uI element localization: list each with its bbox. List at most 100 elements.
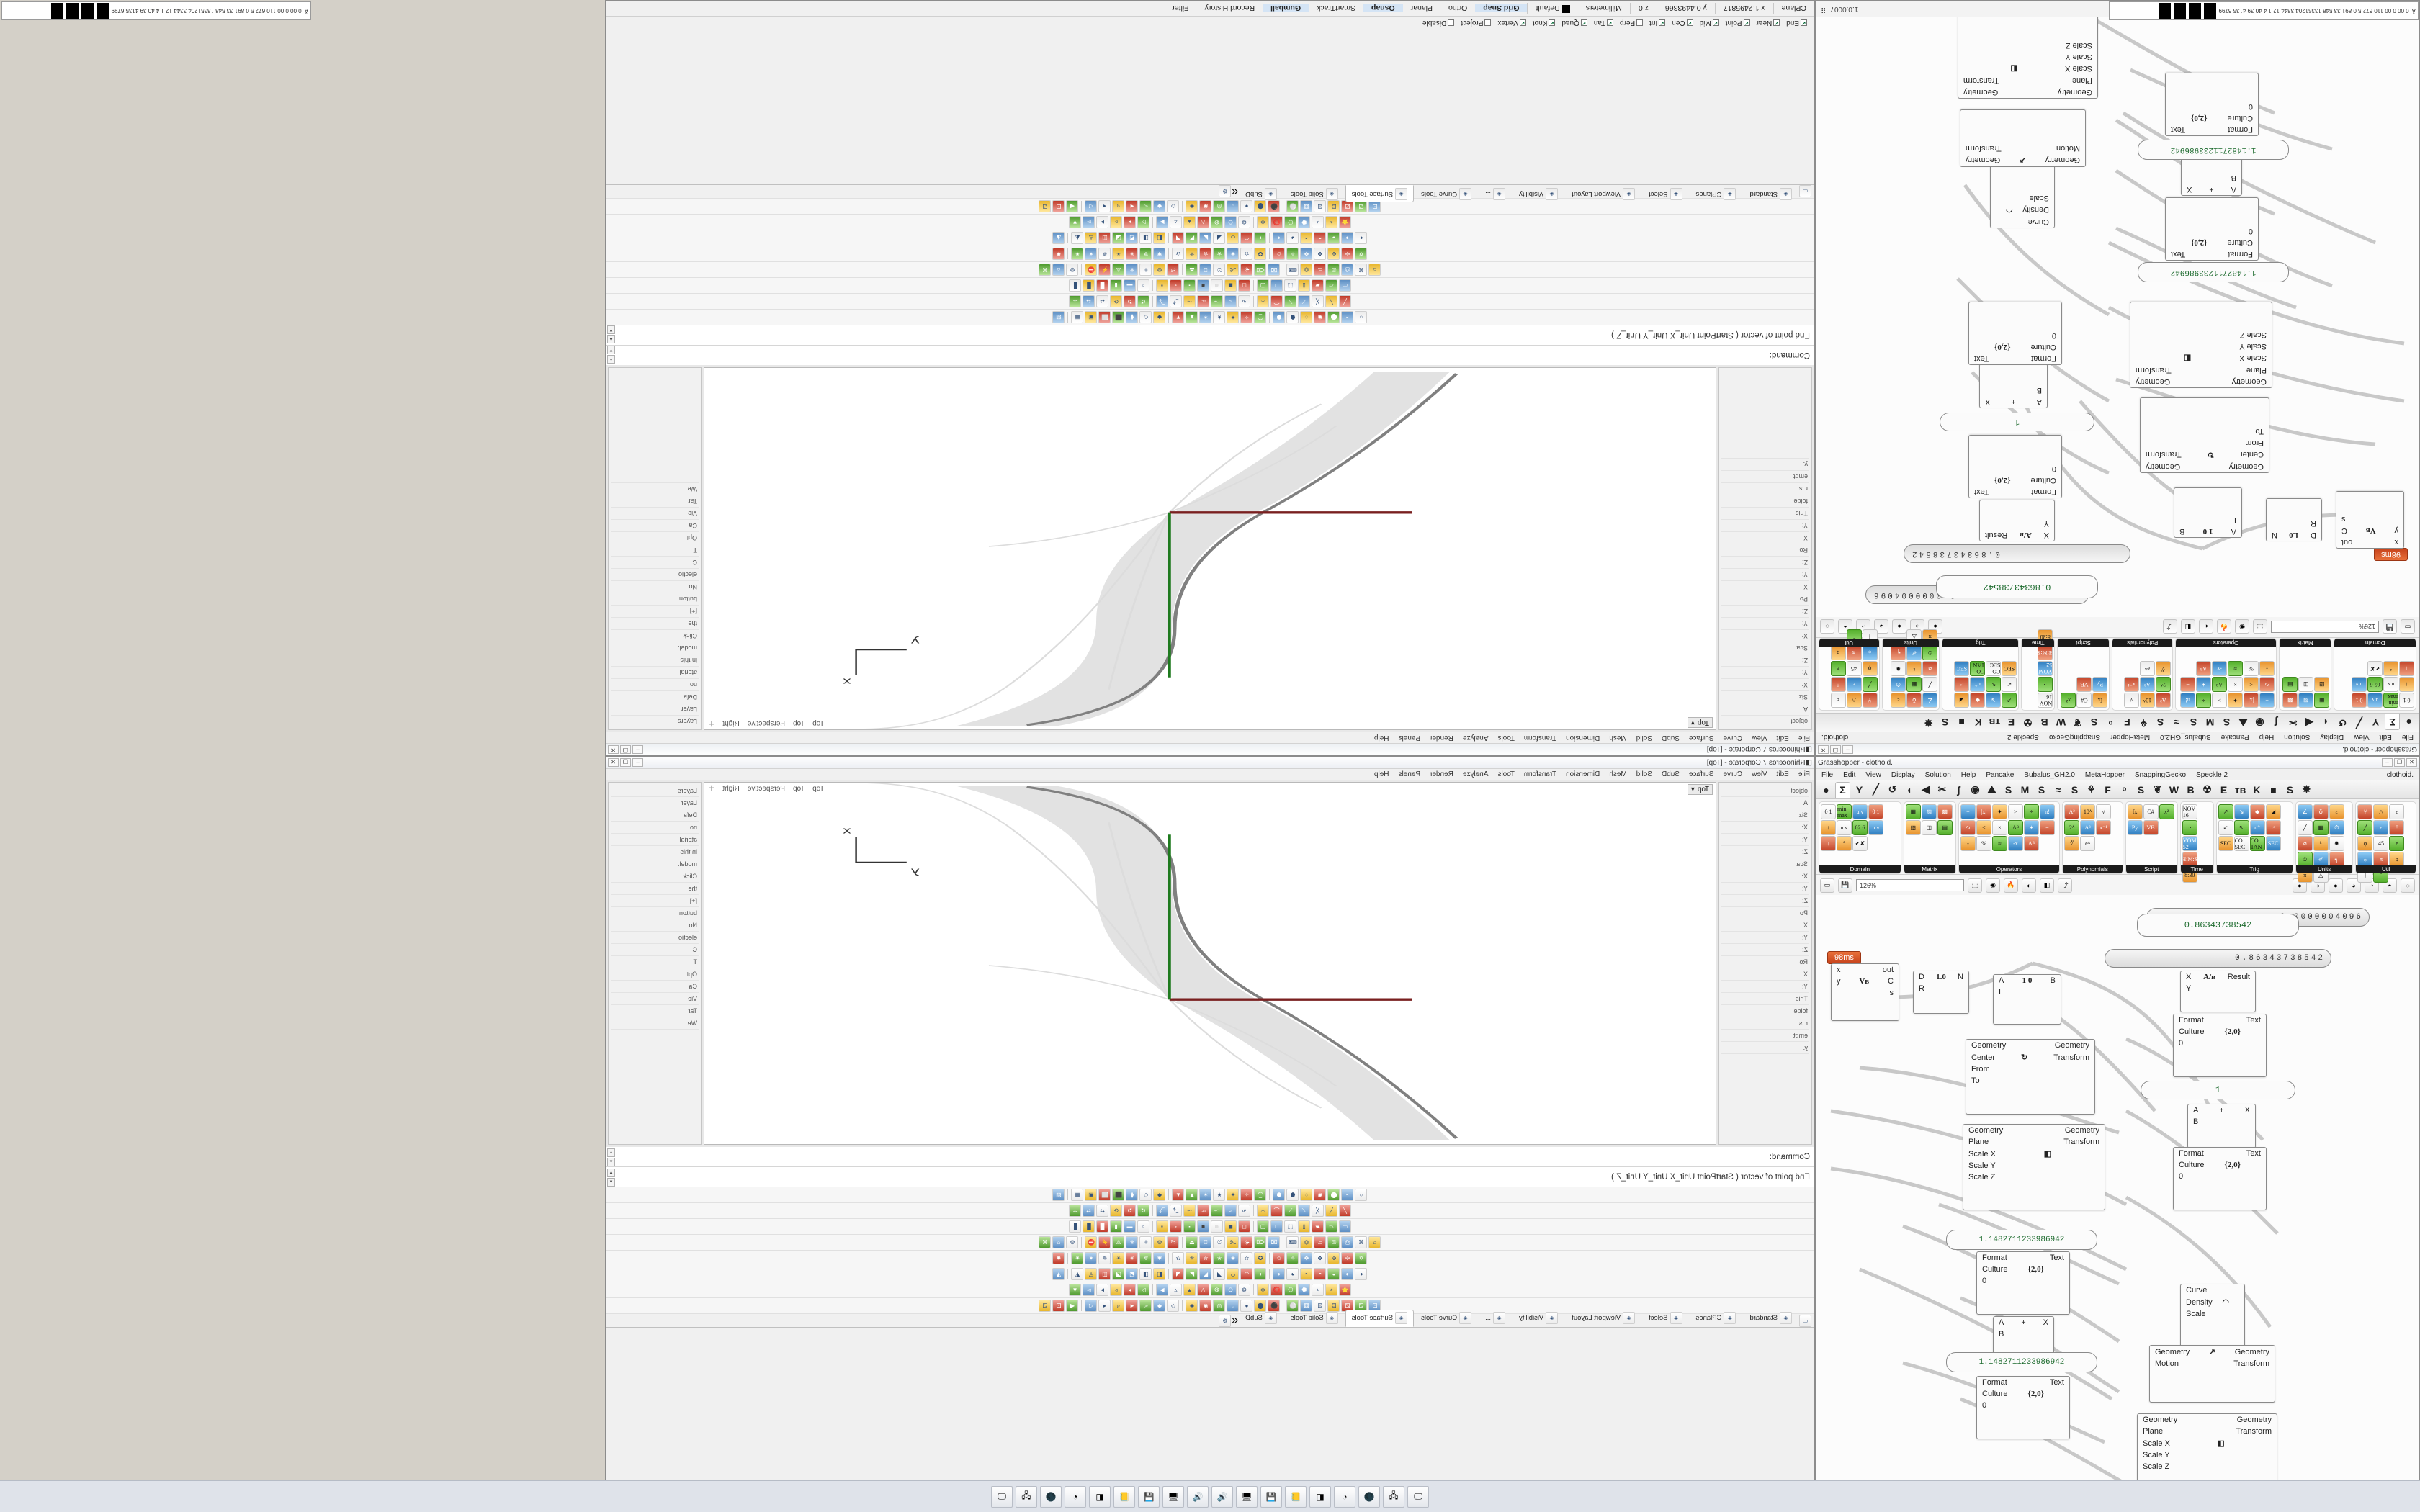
taskbar-speaker-icon-9[interactable]: 🔊	[1211, 1485, 1233, 1508]
toolbar-icon-1-8[interactable]: ≈	[1224, 1205, 1237, 1217]
toolbar-icon-7-23[interactable]: ⚁	[1039, 200, 1052, 212]
toolbar-icon-5-12[interactable]: ◤	[1186, 1268, 1198, 1280]
gh-zoom-level[interactable]: 126%	[1856, 879, 1964, 891]
rhino-tab-subd[interactable]: ◈ SubD	[1239, 185, 1283, 202]
gh-component-operators-13[interactable]: %	[1976, 836, 1991, 851]
gh-component-domain-2[interactable]: u v	[1852, 804, 1868, 819]
gh-param-out[interactable]: Transform	[2063, 1138, 2099, 1146]
toolbar-icon-3-2[interactable]: ⎙	[1341, 1236, 1354, 1248]
toolbar-icon-5-21[interactable]: ◮	[1052, 232, 1065, 244]
toolbar-icon-2-19[interactable]: ▊	[1069, 279, 1081, 292]
rhino-menubar[interactable]: File Edit View Curve Surface SubD Solid Mesh Dim…	[606, 769, 1814, 780]
rhino-menu-subd[interactable]: SubD	[1661, 734, 1680, 742]
gh-component-domain-5[interactable]: u v	[2383, 677, 2398, 692]
gh-param-in[interactable]: 0	[2248, 102, 2253, 111]
gh-component-util-3[interactable]: ╱	[1862, 677, 1878, 692]
osnap-disable[interactable]: Disable	[1422, 19, 1455, 27]
toolbar-icon-6-7[interactable]: ⭗	[1238, 1284, 1250, 1296]
toolbar-icon-5-16[interactable]: ◩	[1126, 232, 1139, 244]
zoom-extents-icon[interactable]: ⬚	[1968, 878, 1982, 893]
rhino-tab-viewport-layout[interactable]: ◈ Viewport Layout	[1565, 185, 1641, 202]
toolbar-icon-4-13[interactable]: ✰	[1172, 248, 1185, 260]
gh-component-operators-5[interactable]: n!	[2180, 693, 2196, 708]
toolbar-icon-2-17[interactable]: █	[1096, 1220, 1108, 1233]
toolbar-icon-1-2[interactable]: ╳	[1312, 295, 1324, 307]
gh-param-out[interactable]: Transform	[2053, 1053, 2089, 1062]
window-controls[interactable]: –❐✕	[2382, 758, 2417, 767]
toolbar-icon-4-12[interactable]: ✯	[1186, 1252, 1198, 1264]
toolbar-icon-4-9[interactable]: ✬	[1227, 1252, 1240, 1264]
rhino-menu-tools[interactable]: Tools	[1497, 734, 1515, 742]
gh-tab-14[interactable]: ≈	[2055, 783, 2061, 796]
gh-tab-4[interactable]: ↺	[1888, 783, 1897, 795]
rhino-menubar[interactable]: File Edit View Curve Surface SubD Solid Mesh Dim…	[606, 732, 1814, 743]
gh-param-out[interactable]: B	[2050, 976, 2056, 985]
toolbar-icon-6-8[interactable]: ⭘	[1224, 216, 1237, 228]
toolbar-icon-1-13[interactable]: ⤵	[1156, 1205, 1168, 1217]
toolbar-icon-7-15[interactable]: ◆	[1153, 200, 1166, 212]
toolbar-icon-3-17[interactable]: ⚜	[1126, 264, 1139, 276]
toolbar-icon-6-9[interactable]: ⭙	[1211, 1284, 1223, 1296]
gh-component-domain-7[interactable]: u v	[2352, 677, 2367, 692]
window-controls[interactable]: –❐✕	[608, 758, 643, 767]
toolbar-icon-4-14[interactable]: ✱	[1153, 248, 1166, 260]
rhino-tab-standard[interactable]: ◈ Standard	[1743, 185, 1798, 202]
gh-component-time-2[interactable]: YOM 52	[2038, 661, 2053, 676]
toolbar-icon-4-11[interactable]: ✮	[1199, 1252, 1212, 1264]
gh-tab-8[interactable]: ʃ	[1957, 783, 1960, 796]
gh-number-node-2[interactable]: 1.1482711233986942	[2138, 262, 2289, 282]
toolbar-icon-6-9[interactable]: ⭙	[1211, 216, 1223, 228]
osnap-mid[interactable]: ✔Mid	[1700, 19, 1719, 27]
toolbar-icon-3-8[interactable]: ⌫	[1254, 264, 1267, 276]
gh-component-format[interactable]: Format Text Culture {2,0} 0	[1976, 1251, 2070, 1315]
gh-param-in[interactable]: Density	[2186, 1297, 2213, 1307]
gh-param-in[interactable]: Scale	[2186, 1310, 2206, 1318]
gh-component-operators-16[interactable]: Aᴮ	[2023, 836, 2039, 851]
osnap-near[interactable]: ✔Near	[1757, 19, 1780, 27]
gh-component-trig-8[interactable]: SEC	[2218, 836, 2233, 851]
rhino-tab-curve-tools[interactable]: ◈ Curve Tools	[1415, 1310, 1478, 1327]
gh-param-in[interactable]: y	[1837, 977, 1841, 986]
checkbox-checked-icon[interactable]: ✔	[1549, 19, 1556, 27]
gh-param-in[interactable]: Curve	[2186, 1286, 2208, 1295]
gh-param-in[interactable]: Scale X	[1968, 1149, 1996, 1158]
gh-component-format[interactable]: Format Text Culture {2,0} 0	[2165, 197, 2259, 261]
toolbar-icon-1-19[interactable]: ↔	[1069, 295, 1081, 307]
gh-menu-file[interactable]: File	[2401, 733, 2414, 742]
toolbar-icon-1-3[interactable]: ⟋	[1298, 1205, 1310, 1217]
toolbar-icon-5-11[interactable]: ◣	[1199, 1268, 1212, 1280]
toolbar-icon-0-16[interactable]: ⧫	[1126, 1189, 1139, 1201]
gh-component-time-0[interactable]: NOV 16	[2182, 804, 2197, 819]
osnap-perp[interactable]: Perp	[1620, 19, 1644, 27]
gh-param-out[interactable]: Geometry	[2236, 1416, 2272, 1424]
rhino-menu-tools[interactable]: Tools	[1497, 770, 1515, 778]
gh-tab-29[interactable]: ✸	[1924, 717, 1933, 729]
toolbar-icon-3-12[interactable]: ⎕	[1199, 1236, 1212, 1248]
toolbar-icon-3-2[interactable]: ⎙	[1341, 264, 1354, 276]
gh-component-operators-6[interactable]: ∿	[2259, 677, 2275, 692]
rhino-tab-visibility[interactable]: ◈ Visibility	[1512, 185, 1564, 202]
toolbar-icon-0-5[interactable]: ⬟	[1286, 1189, 1299, 1201]
taskbar-notepad-icon-5[interactable]: 📒	[1113, 1485, 1135, 1508]
gh-param-in[interactable]: R	[2311, 519, 2316, 528]
gh-component-operators-15[interactable]: -x	[2007, 836, 2023, 851]
gh-param-in[interactable]: Scale Z	[2143, 1462, 2170, 1471]
gh-param-in[interactable]: A	[1999, 976, 2004, 985]
gh-param-in[interactable]: X	[2186, 973, 2192, 981]
osnap-knot[interactable]: ✔Knot	[1533, 19, 1556, 27]
toolbar-icon-6-18[interactable]: ▻	[1083, 1284, 1095, 1296]
taskbar-firefox-icon-2[interactable]: 🌑	[1040, 1485, 1062, 1508]
toolbar-icon-0-13[interactable]: ▼	[1172, 311, 1185, 323]
gh-tab-16[interactable]: ⚘	[2139, 717, 2148, 729]
toolbar-icon-5-13[interactable]: ◥	[1172, 232, 1185, 244]
gh-tab-5[interactable]: ◖	[2323, 716, 2329, 729]
rhino-tab--[interactable]: ◈...	[1479, 185, 1512, 202]
rhino-menu-mesh[interactable]: Mesh	[1609, 734, 1627, 742]
toolbar-icon-6-10[interactable]: △	[1197, 216, 1209, 228]
gh-component-operators-9[interactable]: Aᴮ	[2212, 677, 2228, 692]
toolbar-icon-2-4[interactable]: ⬚	[1284, 279, 1296, 292]
toolbar-icon-5-9[interactable]: ◡	[1227, 1268, 1240, 1280]
toolbar-icon-5-19[interactable]: ◬	[1085, 232, 1098, 244]
toolbar-icon-7-18[interactable]: ◃	[1112, 200, 1125, 212]
